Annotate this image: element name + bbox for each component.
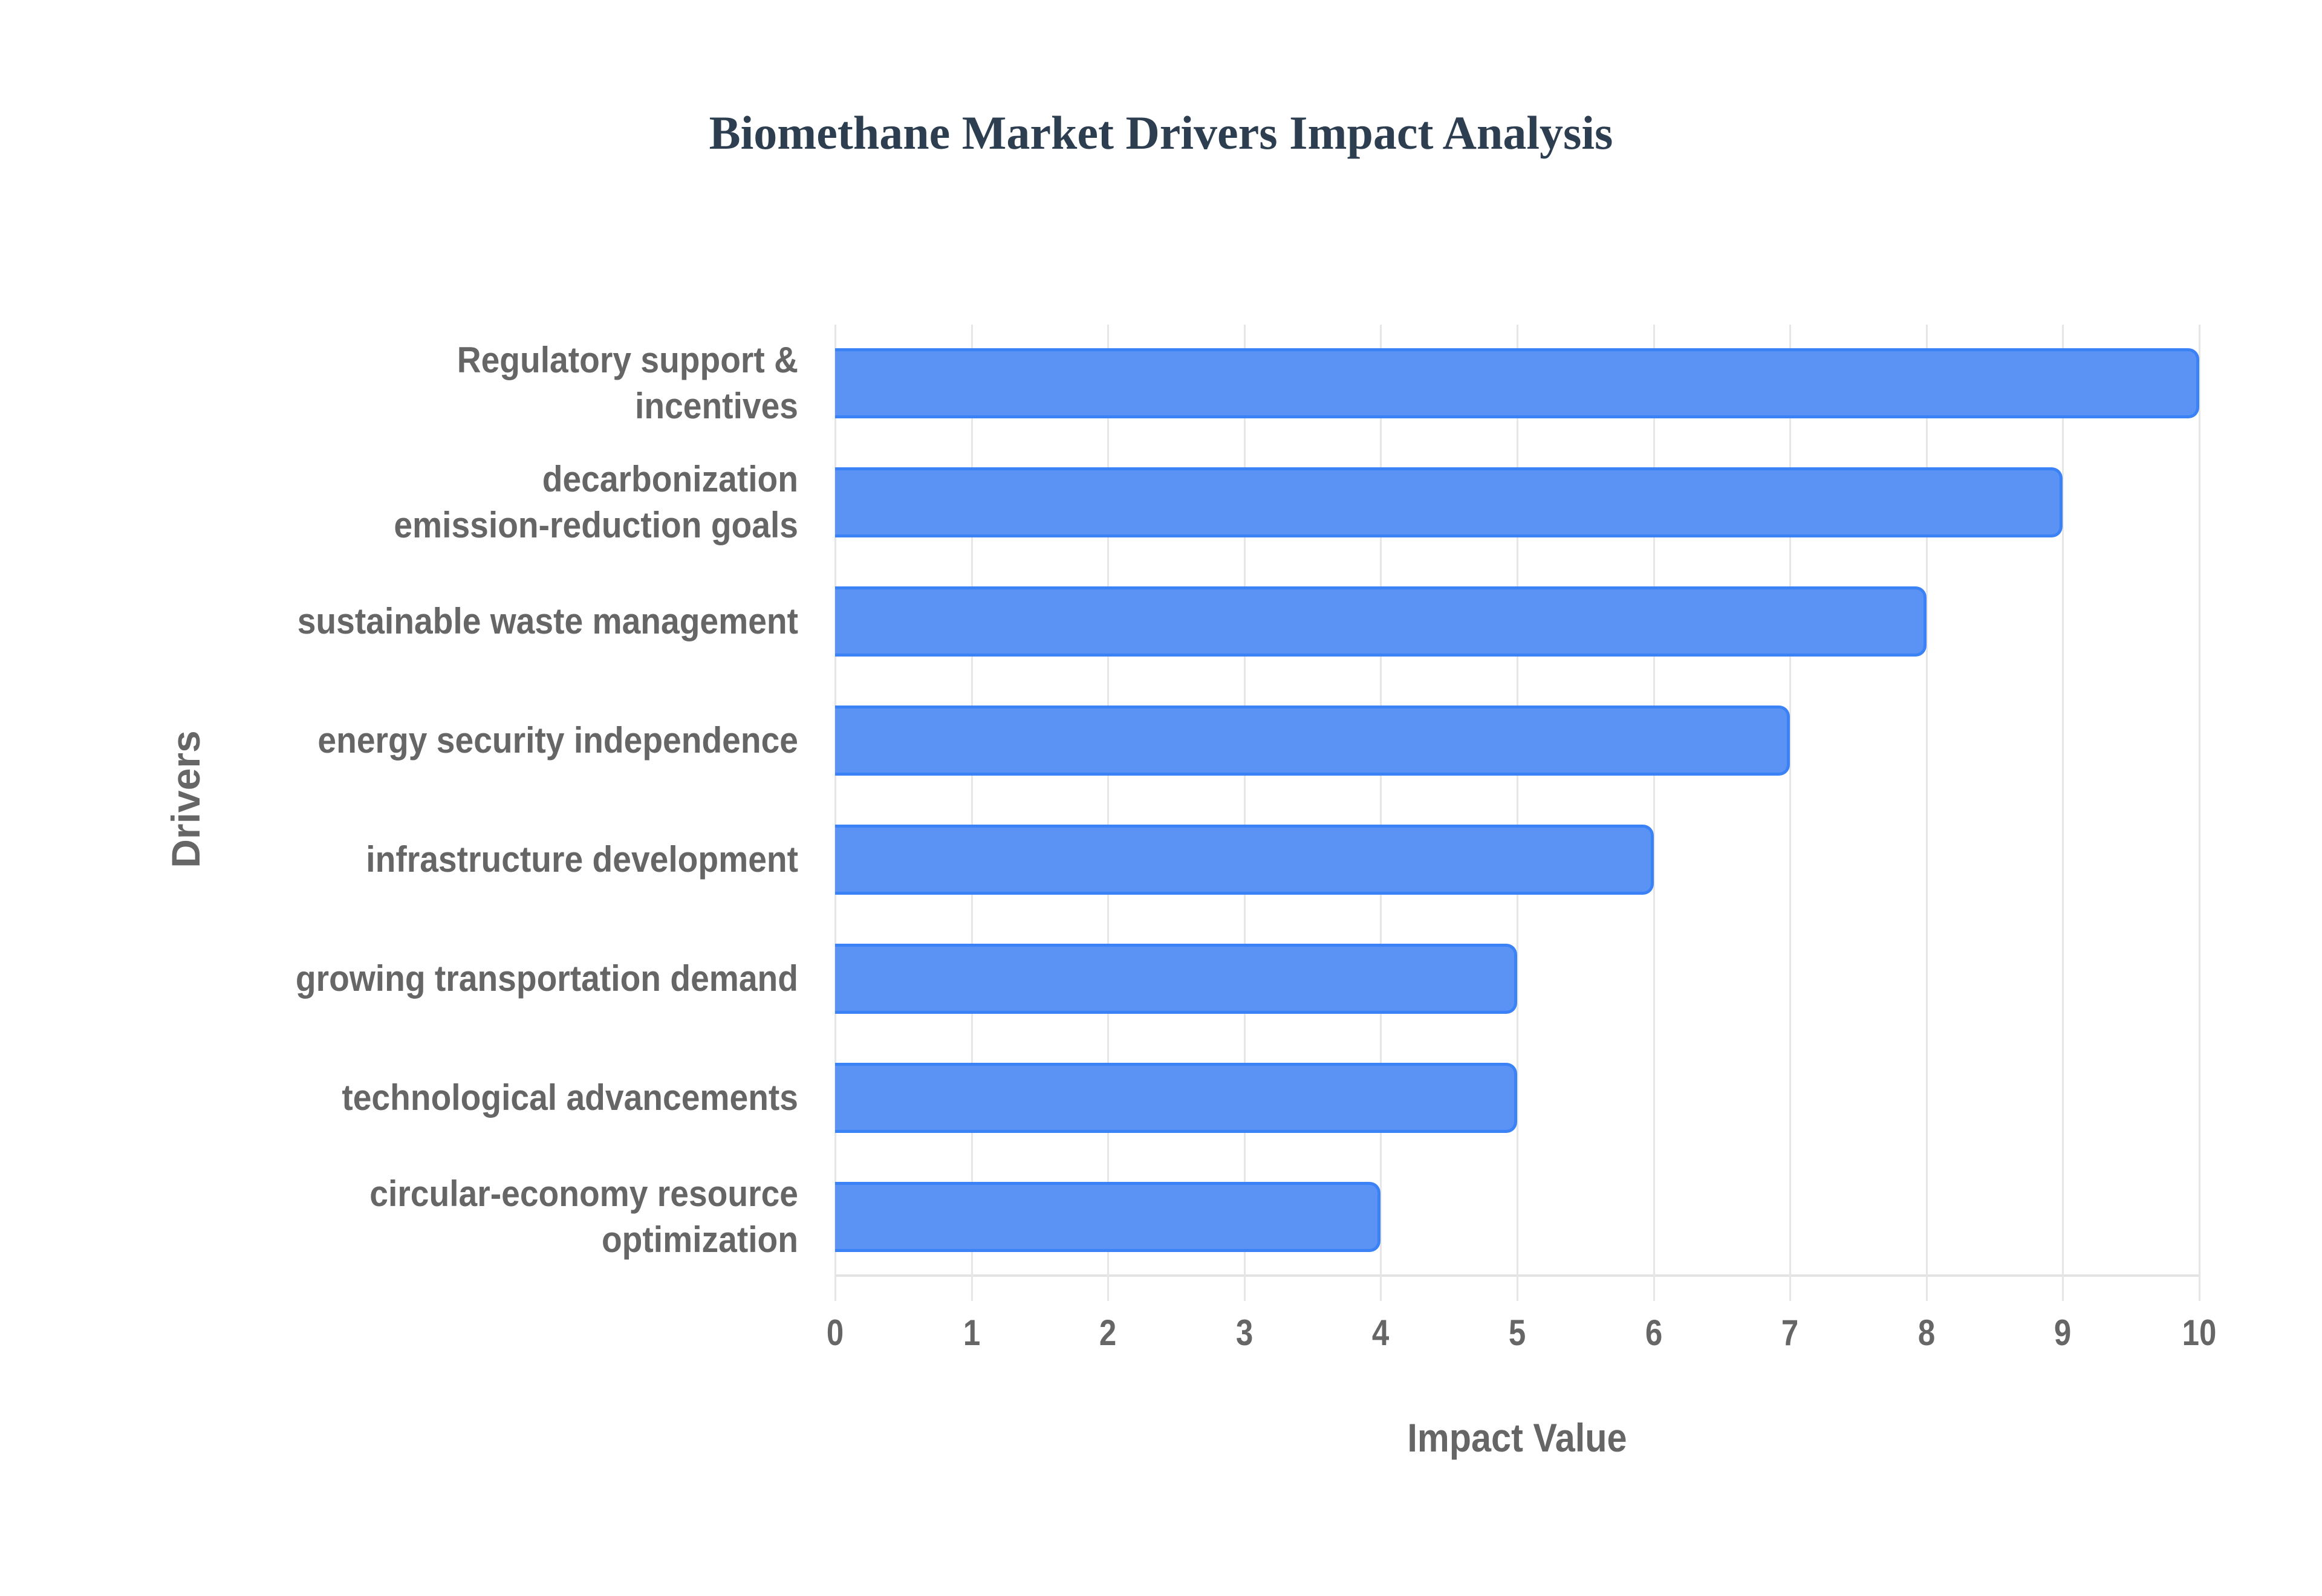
x-tick-label: 8 (1917, 1312, 1935, 1353)
bar[interactable] (835, 706, 1790, 776)
gridline (2062, 325, 2064, 1301)
gridline (2199, 325, 2200, 1301)
category-label: infrastructure development (366, 839, 798, 880)
x-tick-label: 10 (2182, 1312, 2217, 1353)
category-label: decarbonization emission-reduction goals (394, 459, 798, 545)
category-label: growing transportation demand (295, 958, 798, 999)
category-label: technological advancements (342, 1077, 798, 1118)
gridline (1789, 325, 1792, 1301)
x-tick-label: 0 (826, 1312, 844, 1353)
x-tick-label: 7 (1781, 1312, 1799, 1353)
gridline (971, 325, 973, 1301)
plot-area (834, 325, 2200, 1301)
gridline (1243, 325, 1246, 1301)
chart-title: Biomethane Market Drivers Impact Analysi… (709, 106, 1613, 159)
bar[interactable] (835, 467, 2063, 537)
x-tick-label: 9 (2054, 1312, 2072, 1353)
x-axis-label: Impact Value (1407, 1415, 1627, 1460)
gridline (1653, 325, 1655, 1301)
x-tick-label: 5 (1508, 1312, 1526, 1353)
gridline (1107, 325, 1110, 1301)
category-label: circular-economy resource optimization (369, 1173, 798, 1260)
category-label: Regulatory support & incentives (457, 340, 798, 426)
category-label: sustainable waste management (297, 601, 798, 641)
x-tick-label: 2 (1099, 1312, 1117, 1353)
bar[interactable] (835, 944, 1517, 1014)
gridline (1517, 325, 1518, 1301)
x-tick-label: 3 (1235, 1312, 1253, 1353)
bar[interactable] (835, 1063, 1517, 1133)
category-label: energy security independence (317, 720, 798, 761)
bar[interactable] (835, 825, 1654, 895)
x-tick-label: 1 (963, 1312, 980, 1353)
x-tick-label: 6 (1645, 1312, 1662, 1353)
bar[interactable] (835, 348, 2199, 418)
bar[interactable] (835, 1182, 1381, 1252)
gridline (1380, 325, 1382, 1301)
x-tick-label: 4 (1372, 1312, 1390, 1353)
bar[interactable] (835, 586, 1927, 657)
gridline (834, 325, 836, 1301)
gridline (1925, 325, 1928, 1301)
